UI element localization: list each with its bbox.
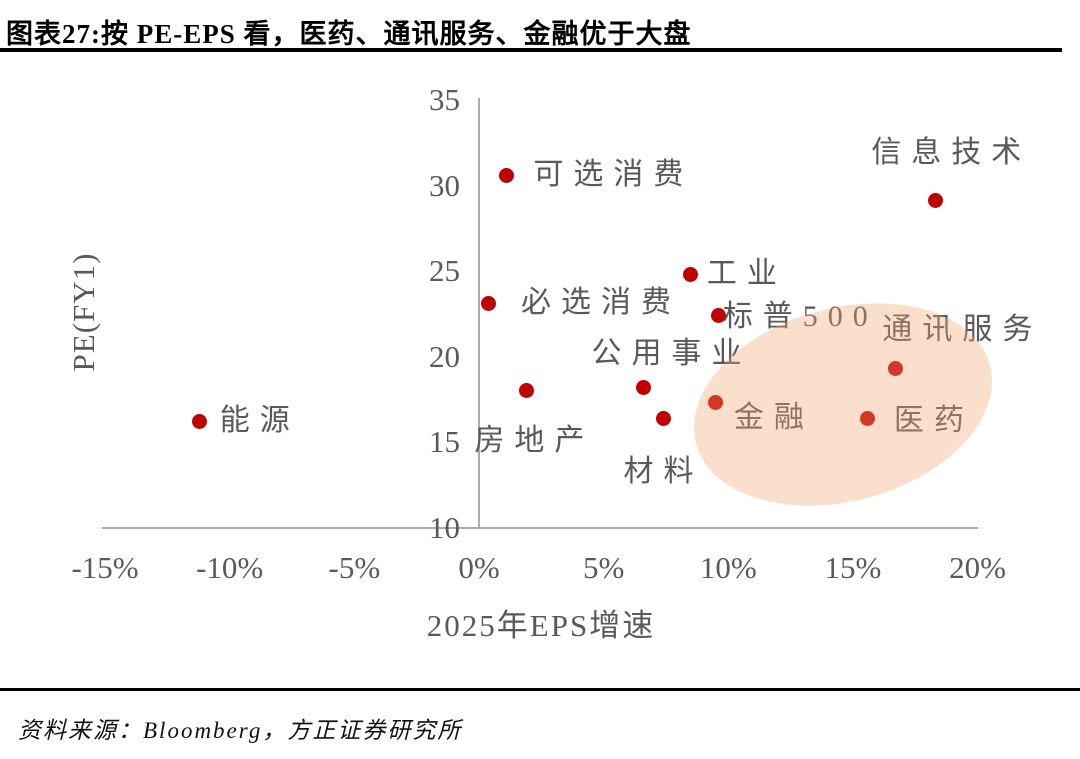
- x-axis-line: [102, 527, 978, 529]
- data-point-label: 材料: [623, 455, 704, 489]
- data-point-label: 必选消费: [520, 286, 681, 320]
- data-point-label: 信息技术: [871, 135, 1032, 169]
- data-point-label: 金融: [733, 400, 814, 434]
- data-point-label: 可选消费: [533, 158, 694, 192]
- data-point-dot: [927, 193, 943, 209]
- x-tick-label: 15%: [824, 550, 882, 585]
- data-point-label: 通讯服务: [882, 313, 1043, 347]
- data-point-dot: [636, 379, 652, 395]
- data-point-dot: [860, 410, 876, 426]
- data-point-label: 公用事业: [591, 337, 752, 371]
- data-point-dot: [683, 266, 699, 282]
- x-tick-label: 10%: [699, 550, 757, 585]
- y-axis-title: PE(FY1): [66, 252, 101, 372]
- data-point-dot: [192, 413, 208, 429]
- x-tick-label: -5%: [328, 550, 381, 585]
- data-point-dot: [655, 410, 671, 426]
- x-tick-label: 0%: [458, 550, 500, 585]
- footer-divider: [0, 688, 1080, 691]
- y-tick-label: 20: [429, 338, 460, 374]
- data-point-label: 医药: [893, 404, 974, 438]
- data-point-dot: [481, 295, 497, 311]
- x-tick-label: -15%: [71, 550, 139, 585]
- data-point-dot: [498, 167, 514, 183]
- x-tick-label: 5%: [582, 550, 625, 585]
- data-point-dot: [887, 360, 903, 376]
- data-point-label: 能源: [219, 404, 300, 438]
- data-point-dot: [708, 395, 724, 411]
- x-tick-label: 20%: [949, 550, 1007, 585]
- y-tick-label: 30: [429, 167, 460, 203]
- data-point-label: 房地产: [474, 423, 595, 457]
- data-point-dot: [518, 383, 534, 399]
- y-tick-label: 35: [429, 82, 460, 117]
- data-point-label: 工业: [706, 257, 787, 291]
- title-divider: [0, 48, 1062, 52]
- y-axis-line: [478, 98, 480, 529]
- figure-title: 图表27:按 PE-EPS 看，医药、通讯服务、金融优于大盘: [6, 19, 692, 49]
- data-point-dot: [710, 307, 726, 323]
- data-point-label: 标普500: [722, 300, 878, 334]
- x-tick-label: -10%: [196, 550, 264, 585]
- x-axis-title: 2025年EPS增速: [426, 608, 656, 643]
- y-tick-label: 15: [429, 424, 460, 459]
- source-note: 资料来源：Bloomberg，方正证券研究所: [18, 718, 463, 743]
- y-tick-label: 25: [429, 253, 460, 288]
- y-tick-label: 10: [429, 509, 460, 545]
